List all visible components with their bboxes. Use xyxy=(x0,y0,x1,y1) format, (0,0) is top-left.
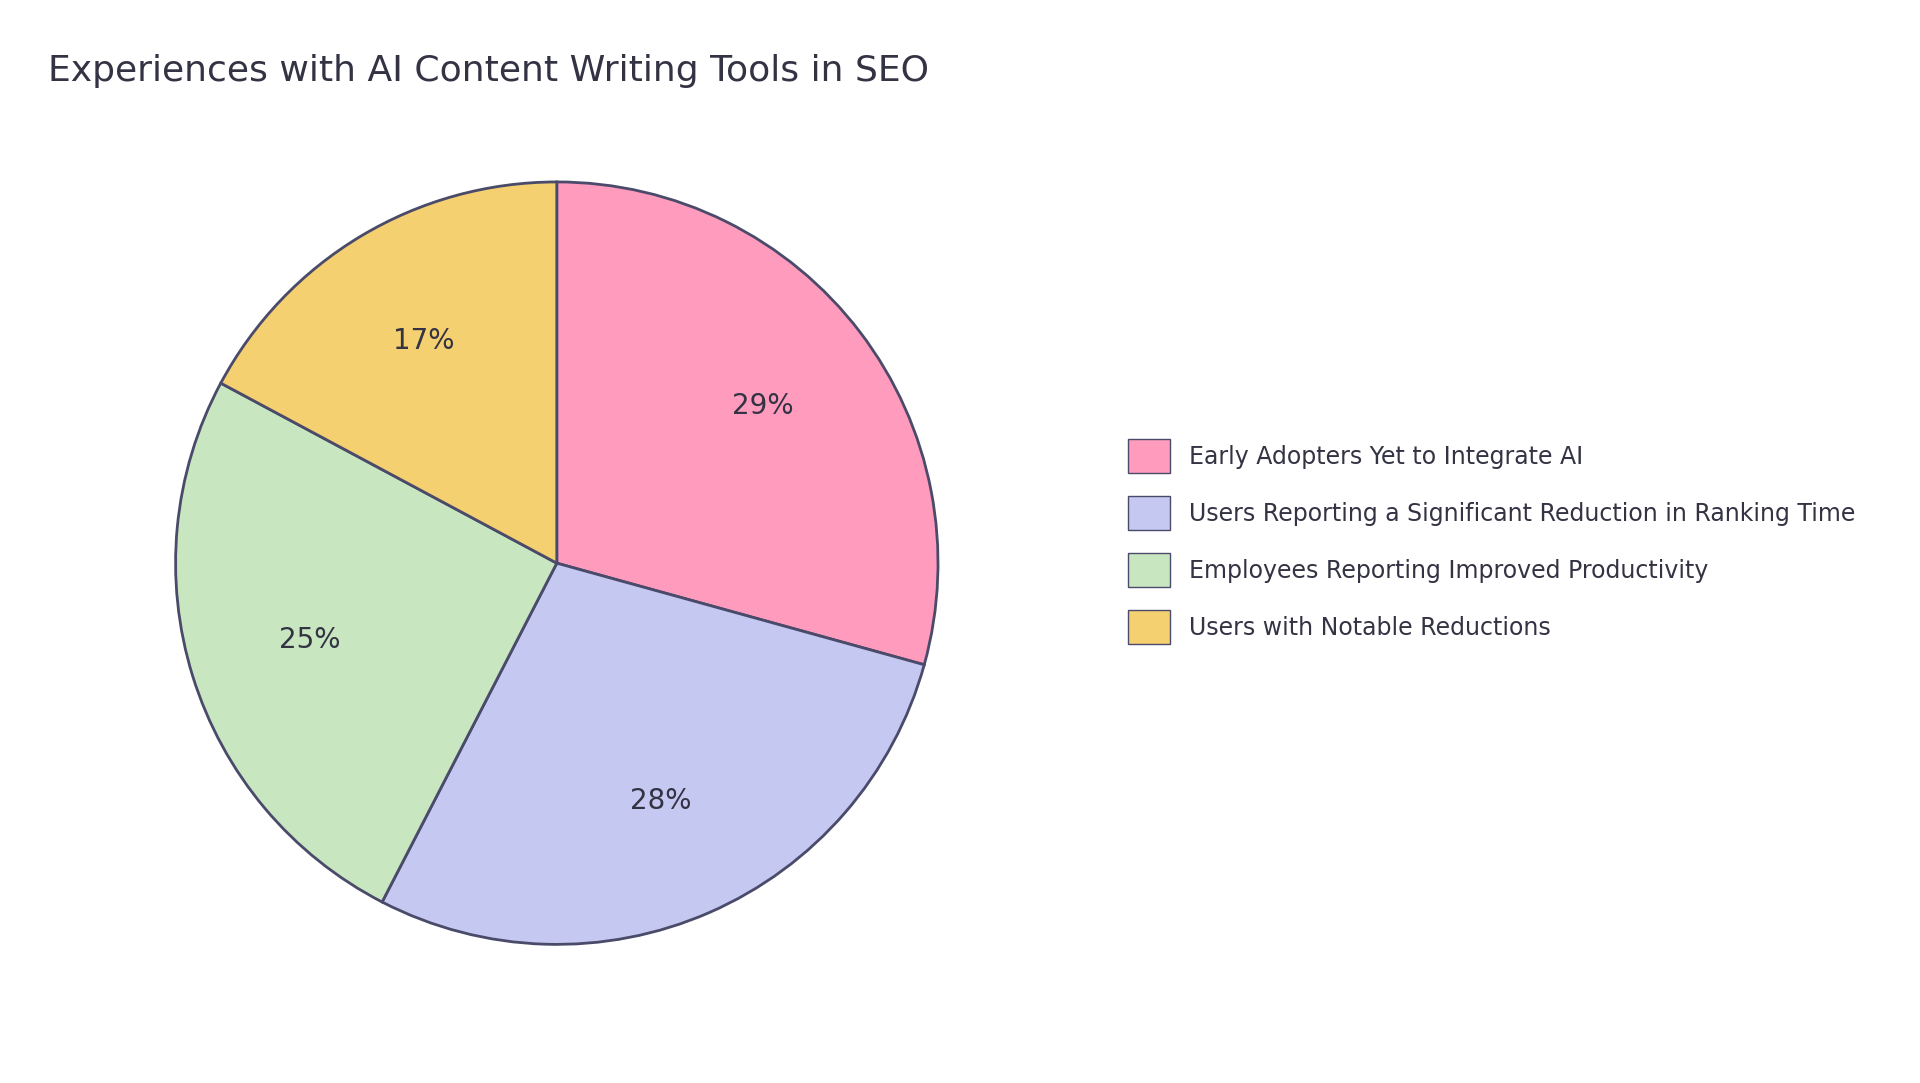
Text: 29%: 29% xyxy=(732,392,793,420)
Wedge shape xyxy=(221,182,557,563)
Wedge shape xyxy=(382,563,924,944)
Text: 28%: 28% xyxy=(630,786,691,814)
Wedge shape xyxy=(175,383,557,902)
Text: 25%: 25% xyxy=(278,626,340,654)
Legend: Early Adopters Yet to Integrate AI, Users Reporting a Significant Reduction in R: Early Adopters Yet to Integrate AI, User… xyxy=(1116,428,1866,655)
Text: Experiences with AI Content Writing Tools in SEO: Experiences with AI Content Writing Tool… xyxy=(48,54,929,88)
Wedge shape xyxy=(557,182,939,665)
Text: 17%: 17% xyxy=(394,327,455,355)
